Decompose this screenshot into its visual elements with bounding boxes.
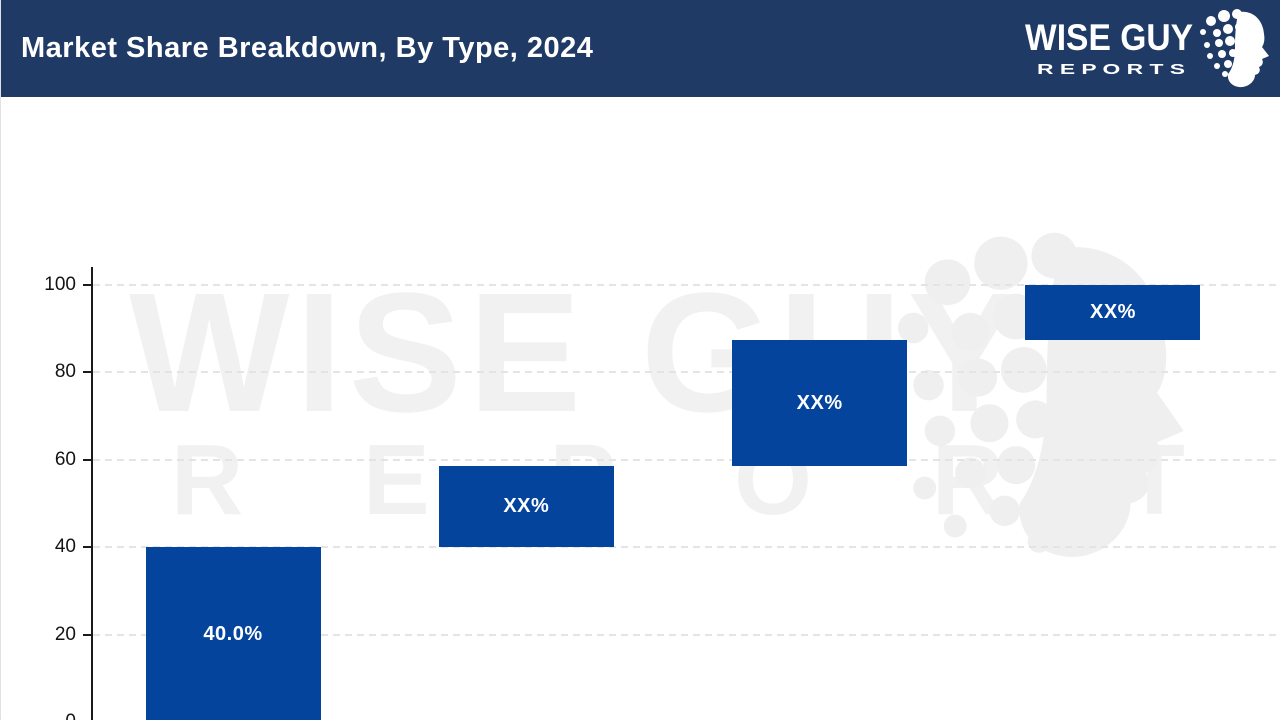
logo-text-line1: WISE GUY xyxy=(1025,17,1193,58)
chart-canvas: WISE GUY R E P O R T S 02040608010040.0%… xyxy=(1,97,1280,720)
y-axis-label-100: 100 xyxy=(44,273,76,295)
gridline-80 xyxy=(93,371,1279,373)
y-axis-tick-40 xyxy=(83,546,92,548)
y-axis-tick-60 xyxy=(83,458,92,461)
y-axis-label-0: 0 xyxy=(21,711,76,720)
bar-pelton-turbine: XX% xyxy=(438,466,614,547)
y-axis-label-60: 60 xyxy=(54,448,76,470)
bar-francis-turbine: 40.0% xyxy=(145,547,321,720)
wiseguy-face-icon xyxy=(1200,9,1269,88)
plot-area: 02040608010040.0%XX%XX%XX%Francis Turbin… xyxy=(44,267,1279,720)
bar-value-label: XX% xyxy=(503,495,550,518)
y-axis-tick-100 xyxy=(83,283,92,286)
bar-bulb-turbine: XX% xyxy=(1025,284,1201,341)
y-axis-tick-80 xyxy=(83,371,92,373)
watermark-face-icon xyxy=(898,232,1184,557)
header-bar: Market Share Breakdown, By Type, 2024 WI… xyxy=(1,0,1280,97)
y-axis-label-80: 80 xyxy=(54,361,76,382)
page-title: Market Share Breakdown, By Type, 2024 xyxy=(21,32,594,64)
wiseguy-logo: WISE GUY R E P O R T S xyxy=(1025,9,1269,88)
bar-value-label: XX% xyxy=(796,391,843,414)
gridline-20 xyxy=(93,633,1279,636)
y-axis-label-20: 20 xyxy=(54,623,76,645)
y-axis-label-40: 40 xyxy=(54,536,76,557)
gridline-40 xyxy=(93,546,1279,548)
gridline-100 xyxy=(93,283,1279,286)
bar-value-label: XX% xyxy=(1090,300,1136,323)
bar-value-label: 40.0% xyxy=(203,623,263,645)
gridline-60 xyxy=(93,458,1279,461)
y-axis-tick-20 xyxy=(83,633,92,636)
bar-kaplan-turbine: XX% xyxy=(732,340,908,467)
logo-text-line2: R E P O R T S xyxy=(1037,61,1185,78)
